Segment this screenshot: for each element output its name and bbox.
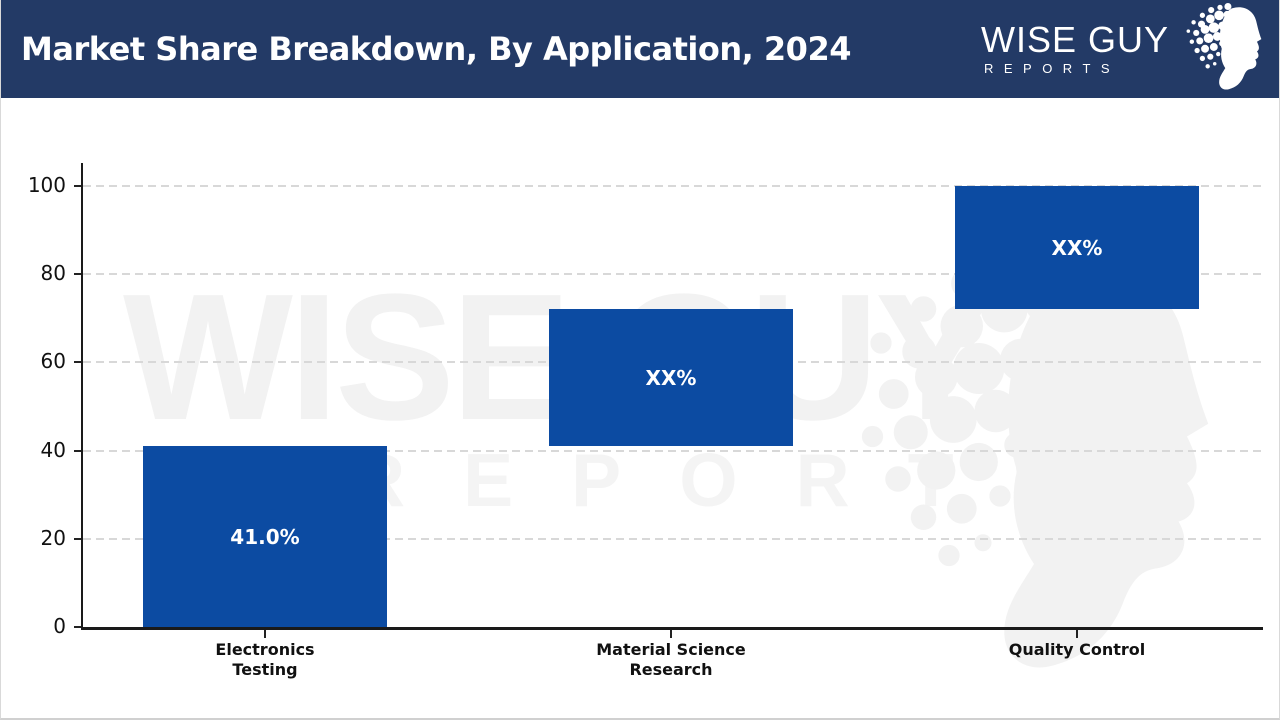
category-label-line: Quality Control bbox=[1008, 640, 1146, 659]
bar-electronics-testing: 41.0% bbox=[143, 446, 387, 627]
brand-head-icon bbox=[1173, 3, 1267, 95]
category-label-line: Electronics bbox=[215, 640, 315, 659]
bar-value-label: 41.0% bbox=[230, 524, 300, 549]
y-tick-label-100: 100 bbox=[27, 173, 66, 197]
y-tick-label-60: 60 bbox=[40, 349, 66, 374]
category-label-line: Testing bbox=[232, 660, 298, 679]
page-title: Market Share Breakdown, By Application, … bbox=[21, 30, 851, 68]
y-tick-label-0: 0 bbox=[53, 614, 66, 638]
brand-name: WISE GUY bbox=[980, 19, 1169, 60]
y-tick-mark-100 bbox=[74, 185, 82, 187]
gridline-80 bbox=[83, 273, 1263, 276]
category-label-line: Material Science bbox=[596, 640, 746, 659]
y-tick-mark-0 bbox=[74, 626, 82, 628]
category-label-1: Electronics Testing bbox=[105, 640, 425, 680]
y-tick-mark-20 bbox=[74, 537, 82, 540]
x-axis-line bbox=[81, 627, 1263, 630]
x-tick-mark-2 bbox=[670, 629, 672, 638]
bar-value-label: XX% bbox=[1051, 235, 1103, 260]
y-tick-mark-40 bbox=[74, 449, 82, 452]
gridline-100 bbox=[83, 185, 1263, 187]
x-tick-mark-1 bbox=[264, 629, 266, 638]
category-label-line: Research bbox=[629, 660, 713, 679]
y-tick-mark-80 bbox=[74, 273, 82, 276]
brand-logo: WISE GUY REPORTS bbox=[980, 3, 1279, 95]
y-tick-label-20: 20 bbox=[40, 525, 66, 550]
gridline-40 bbox=[83, 449, 1263, 452]
y-axis-line bbox=[81, 163, 83, 629]
bar-value-label: XX% bbox=[645, 365, 697, 390]
x-tick-mark-3 bbox=[1076, 629, 1078, 638]
brand-subname: REPORTS bbox=[983, 61, 1121, 76]
header-bar: Market Share Breakdown, By Application, … bbox=[1, 0, 1279, 98]
gridline-20 bbox=[83, 537, 1263, 540]
category-label-2: Material Science Research bbox=[511, 640, 831, 680]
y-tick-label-40: 40 bbox=[40, 437, 66, 462]
y-tick-mark-60 bbox=[74, 361, 82, 364]
category-label-3: Quality Control bbox=[917, 640, 1237, 660]
brand-logo-text: WISE GUY REPORTS bbox=[980, 19, 1169, 77]
y-tick-label-80: 80 bbox=[40, 261, 66, 286]
bar-quality-control: XX% bbox=[955, 186, 1199, 310]
bar-material-science-research: XX% bbox=[549, 309, 793, 447]
